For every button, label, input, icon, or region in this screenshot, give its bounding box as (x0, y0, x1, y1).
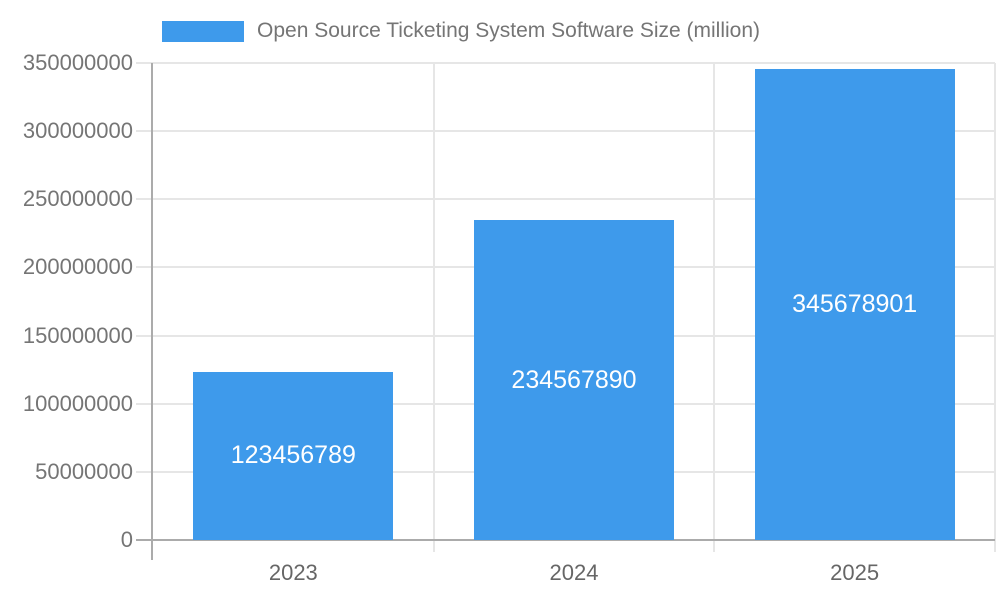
y-tick-label: 0 (120, 527, 133, 552)
legend-label: Open Source Ticketing System Software Si… (257, 19, 761, 42)
bar-2024[interactable]: 234567890 (474, 220, 674, 540)
bar-value-label: 234567890 (511, 365, 637, 394)
y-axis-line (151, 63, 153, 560)
x-axis-baseline (136, 539, 995, 541)
x-tick-label: 2024 (549, 560, 599, 585)
x-gridline (994, 63, 996, 552)
y-tick-label: 300000000 (22, 118, 133, 144)
y-tick-label: 350000000 (22, 50, 133, 75)
x-tick-label: 2023 (268, 560, 318, 585)
y-tick-label: 150000000 (22, 322, 133, 348)
legend-swatch (162, 20, 244, 42)
bar-value-label: 345678901 (792, 289, 918, 318)
bar-2025[interactable]: 345678901 (754, 68, 955, 540)
y-tick-label: 250000000 (22, 186, 133, 212)
x-gridline (432, 63, 435, 552)
y-tick-label: 50000000 (35, 458, 133, 484)
y-gridline (136, 130, 995, 133)
y-gridline (136, 62, 995, 64)
y-gridline (136, 198, 995, 201)
y-tick-label: 100000000 (22, 390, 133, 416)
bar-2023[interactable]: 123456789 (193, 371, 394, 540)
bar-value-label: 123456789 (230, 441, 356, 470)
legend: Open Source Ticketing System Software Si… (162, 18, 760, 44)
y-tick-label: 200000000 (22, 254, 133, 280)
x-tick-label: 2025 (830, 560, 880, 585)
x-gridline (713, 63, 716, 552)
